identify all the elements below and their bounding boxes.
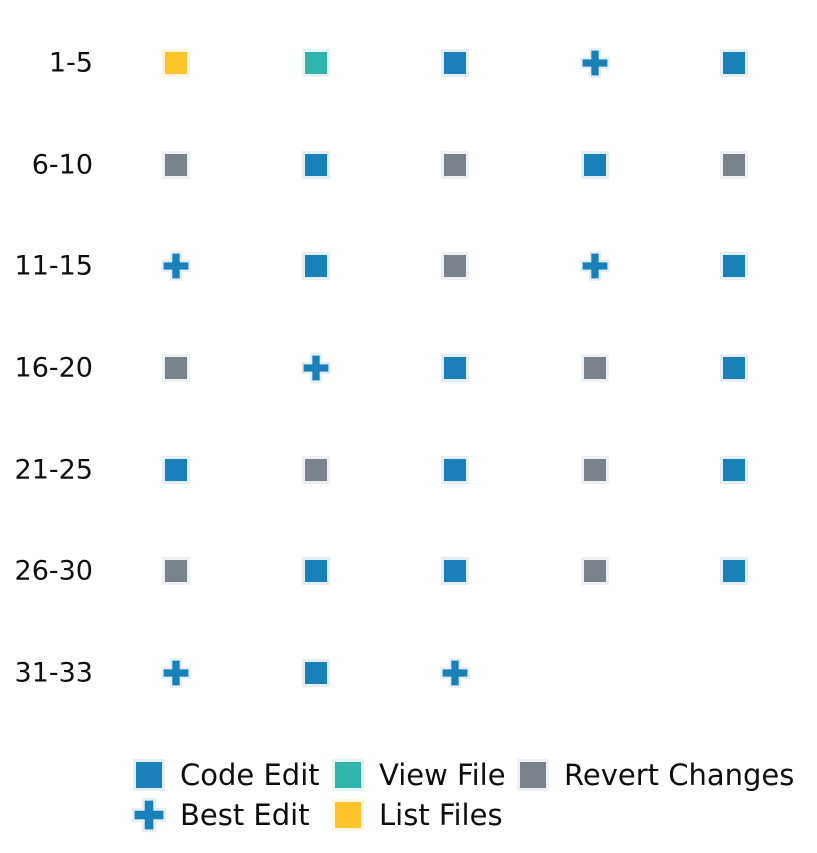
code-edit-marker-square bbox=[441, 455, 469, 484]
row-label: 16-20 bbox=[14, 352, 93, 384]
step-cell bbox=[440, 658, 471, 689]
best-edit-marker-plus bbox=[131, 797, 167, 833]
legend-label: Code Edit bbox=[180, 757, 320, 792]
step-cell bbox=[720, 455, 748, 484]
step-cell bbox=[580, 150, 609, 179]
step-cell bbox=[301, 150, 330, 179]
code-edit-marker-square bbox=[720, 354, 748, 382]
revert-changes-marker-square bbox=[580, 557, 609, 586]
row-label: 11-15 bbox=[14, 250, 93, 282]
code-edit-marker-square bbox=[133, 759, 165, 791]
code-edit-marker-square bbox=[301, 150, 330, 179]
code-edit-marker-square bbox=[720, 557, 748, 586]
revert-changes-marker-square bbox=[720, 150, 748, 179]
step-cell bbox=[580, 354, 609, 382]
step-cell bbox=[161, 251, 192, 282]
revert-changes-marker-square bbox=[162, 557, 190, 586]
step-cell bbox=[301, 659, 330, 687]
legend-label: Best Edit bbox=[180, 797, 310, 832]
step-cell bbox=[162, 557, 190, 586]
view-file-marker-square bbox=[301, 49, 330, 77]
step-cell bbox=[162, 354, 190, 382]
code-edit-marker-square bbox=[441, 49, 469, 77]
step-cell bbox=[301, 557, 330, 586]
legend-item-best-edit: Best Edit bbox=[131, 797, 310, 833]
step-cell bbox=[720, 150, 748, 179]
step-cell bbox=[580, 557, 609, 586]
code-edit-marker-square bbox=[720, 455, 748, 484]
step-cell bbox=[441, 252, 469, 281]
step-cell bbox=[301, 252, 330, 281]
step-cell bbox=[720, 49, 748, 77]
legend-marker-box bbox=[515, 757, 551, 793]
row-label: 26-30 bbox=[14, 555, 93, 587]
step-cell bbox=[579, 48, 610, 79]
legend-label: List Files bbox=[379, 797, 503, 832]
step-cell bbox=[301, 49, 330, 77]
legend-label: View File bbox=[379, 757, 506, 792]
revert-changes-marker-square bbox=[580, 455, 609, 484]
step-cell bbox=[441, 354, 469, 382]
code-edit-marker-square bbox=[301, 557, 330, 586]
legend-marker-box bbox=[131, 797, 167, 833]
code-edit-marker-square bbox=[162, 455, 190, 484]
step-cell bbox=[720, 252, 748, 281]
code-edit-marker-square bbox=[441, 354, 469, 382]
step-cell bbox=[441, 557, 469, 586]
step-cell bbox=[162, 455, 190, 484]
step-cell bbox=[720, 557, 748, 586]
step-cell bbox=[441, 49, 469, 77]
step-cell bbox=[580, 455, 609, 484]
revert-changes-marker-square bbox=[580, 354, 609, 382]
row-label: 1-5 bbox=[48, 47, 93, 79]
legend-marker-box bbox=[330, 757, 366, 793]
legend-item-list-files: List Files bbox=[330, 797, 503, 833]
row-label: 6-10 bbox=[31, 149, 93, 181]
code-edit-marker-square bbox=[580, 150, 609, 179]
best-edit-marker-plus bbox=[300, 353, 331, 383]
revert-changes-marker-square bbox=[517, 759, 549, 791]
row-label: 31-33 bbox=[14, 657, 93, 689]
revert-changes-marker-square bbox=[162, 354, 190, 382]
revert-changes-marker-square bbox=[441, 252, 469, 281]
best-edit-marker-plus bbox=[161, 251, 191, 282]
legend-item-revert-changes: Revert Changes bbox=[515, 757, 794, 793]
code-edit-marker-square bbox=[301, 252, 330, 281]
code-edit-marker-square bbox=[441, 557, 469, 586]
step-cell bbox=[720, 354, 748, 382]
step-cell bbox=[301, 455, 330, 484]
legend-marker-box bbox=[131, 757, 167, 793]
best-edit-marker-plus bbox=[161, 658, 191, 688]
revert-changes-marker-square bbox=[301, 455, 330, 484]
code-edit-marker-square bbox=[720, 49, 748, 77]
step-cell bbox=[579, 251, 610, 282]
view-file-marker-square bbox=[332, 759, 364, 791]
code-edit-marker-square bbox=[720, 252, 748, 281]
row-label: 21-25 bbox=[14, 454, 93, 486]
revert-changes-marker-square bbox=[441, 150, 469, 179]
legend-item-view-file: View File bbox=[330, 757, 506, 793]
step-cell bbox=[161, 658, 192, 689]
step-cell bbox=[441, 455, 469, 484]
legend-item-code-edit: Code Edit bbox=[131, 757, 320, 793]
list-files-marker-square bbox=[162, 49, 190, 77]
legend-marker-box bbox=[330, 797, 366, 833]
best-edit-marker-plus bbox=[579, 48, 610, 78]
list-files-marker-square bbox=[332, 799, 364, 831]
legend-label: Revert Changes bbox=[564, 757, 795, 792]
step-cell bbox=[162, 49, 190, 77]
revert-changes-marker-square bbox=[162, 150, 190, 179]
best-edit-marker-plus bbox=[440, 658, 470, 688]
step-cell bbox=[300, 353, 331, 384]
step-cell bbox=[441, 150, 469, 179]
code-edit-marker-square bbox=[301, 659, 330, 687]
best-edit-marker-plus bbox=[579, 251, 610, 282]
step-cell bbox=[162, 150, 190, 179]
